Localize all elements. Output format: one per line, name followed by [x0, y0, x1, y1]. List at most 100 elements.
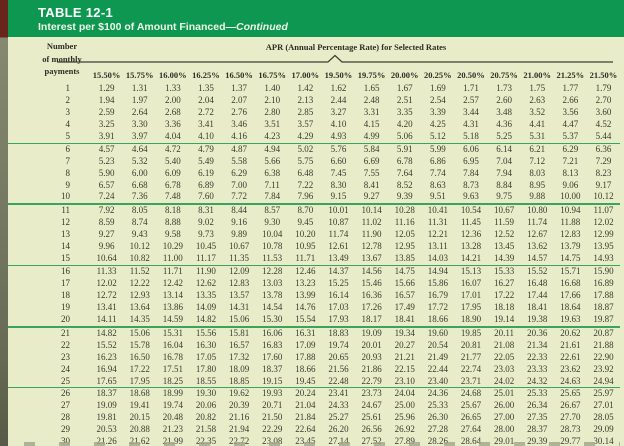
apr-heading: APR (Annual Percentage Rate) for Selecte… [265, 42, 447, 52]
interest-value-cell: 15.52 [96, 339, 117, 350]
interest-value-cell: 8.31 [198, 205, 214, 216]
interest-value-cell: 14.09 [195, 301, 217, 312]
payments-cell: 21 [61, 327, 70, 338]
interest-value-cell: 4.15 [363, 118, 380, 129]
interest-value-cell: 15.66 [394, 278, 415, 288]
interest-value-cell: 12.62 [195, 278, 217, 288]
interest-value-cell: 4.04 [156, 130, 190, 144]
interest-value-cell: 16.36 [361, 289, 382, 300]
interest-value-cell: 23.10 [388, 375, 422, 389]
interest-value-cell: 9.27 [98, 229, 115, 240]
interest-value-cell: 19.60 [427, 327, 448, 338]
interest-value-cell: 22.35 [189, 436, 223, 446]
row-header-line-2: of monthly [42, 53, 82, 64]
interest-value-cell: 2.60 [496, 94, 512, 105]
interest-value-cell: 13.28 [460, 241, 482, 252]
interest-value-cell: 18.41 [388, 313, 422, 328]
interest-value-cell: 7.12 [529, 155, 546, 166]
rate-column-header: 20.25% [424, 70, 452, 80]
interest-value-cell: 7.22 [297, 179, 314, 190]
interest-value-cell: 13.67 [355, 253, 389, 267]
interest-value-cell: 1.79 [595, 83, 612, 93]
interest-value-cell: 2.13 [297, 94, 314, 105]
interest-value-cell: 1.62 [330, 83, 347, 93]
interest-value-cell: 14.35 [123, 313, 157, 328]
interest-value-cell: 2.57 [463, 94, 479, 105]
interest-value-cell: 15.54 [288, 313, 322, 328]
interest-value-cell: 11.90 [195, 266, 216, 277]
payments-cell: 7 [65, 155, 71, 166]
interest-value-cell: 23.73 [361, 388, 382, 399]
interest-value-cell: 2.72 [198, 106, 214, 117]
interest-value-cell: 8.73 [463, 179, 479, 190]
interest-value-cell: 1.42 [297, 83, 314, 93]
interest-value-cell: 22.33 [527, 351, 548, 362]
table-row: 3021.2621.6221.9922.3522.7223.0823.4527.… [8, 436, 620, 446]
interest-value-cell: 5.91 [396, 143, 413, 154]
interest-value-cell: 4.41 [529, 118, 546, 129]
interest-value-cell: 16.79 [427, 289, 448, 300]
interest-value-cell: 3.31 [363, 106, 380, 117]
interest-value-cell: 20.24 [295, 388, 316, 399]
interest-value-cell: 1.67 [396, 83, 413, 93]
interest-value-cell: 2.68 [164, 106, 181, 117]
interest-value-cell: 17.26 [361, 301, 382, 312]
interest-value-cell: 13.85 [388, 253, 422, 267]
interest-value-cell: 19.63 [553, 313, 587, 328]
interest-value-cell: 18.66 [421, 313, 455, 328]
interest-value-cell: 18.17 [355, 313, 389, 328]
interest-value-cell: 12.46 [295, 266, 316, 277]
table-row: 24 16.94 17.22 17.51 17.80 18.09 18.37 18.66 21.… [8, 364, 620, 376]
interest-value-cell: 29.09 [593, 424, 614, 435]
table-title-banner: TABLE 12-1 Interest per $100 of Amount F… [8, 0, 624, 37]
interest-value-cell: 2.07 [231, 94, 247, 105]
interest-value-cell: 15.81 [228, 327, 250, 338]
interest-value-cell: 8.74 [131, 217, 148, 228]
interest-value-cell: 18.87 [593, 301, 614, 312]
rate-table-body: 1 1.29 1.31 1.33 1.35 1.37 1.40 1.42 1.62 1.65 1.6… [8, 83, 620, 446]
interest-value-cell: 9.88 [520, 191, 554, 206]
payments-cell: 17 [61, 278, 70, 288]
interest-value-cell: 10.28 [394, 205, 415, 216]
interest-value-cell: 12.95 [394, 241, 415, 252]
interest-value-cell: 9.75 [487, 191, 521, 206]
interest-value-cell: 9.02 [198, 217, 214, 228]
interest-value-cell: 8.18 [164, 205, 181, 216]
interest-value-cell: 25.67 [460, 400, 482, 411]
interest-value-cell: 11.90 [361, 229, 382, 240]
interest-value-cell: 16.27 [493, 278, 515, 288]
page-edge-shadow [0, 0, 8, 446]
interest-value-cell: 5.06 [388, 130, 422, 144]
interest-value-cell: 1.65 [363, 83, 380, 93]
interest-value-cell: 13.14 [162, 289, 183, 300]
interest-value-cell: 8.23 [595, 167, 612, 178]
interest-value-cell: 5.44 [586, 130, 620, 144]
interest-value-cell: 2.48 [363, 94, 380, 105]
interest-value-cell: 4.93 [321, 130, 355, 144]
payments-cell: 22 [61, 339, 70, 350]
interest-value-cell: 8.41 [363, 179, 380, 190]
interest-value-cell: 7.48 [156, 191, 190, 206]
interest-value-cell: 12.09 [228, 266, 250, 277]
interest-value-cell: 3.60 [595, 106, 612, 117]
interest-value-cell: 18.99 [162, 388, 183, 399]
interest-value-cell: 16.48 [527, 278, 548, 288]
interest-value-cell: 23.40 [421, 375, 455, 389]
interest-value-cell: 4.29 [288, 130, 322, 144]
rate-column-header: 21.25% [556, 70, 585, 80]
interest-value-cell: 2.10 [264, 94, 281, 105]
interest-value-cell: 6.19 [198, 167, 214, 178]
interest-value-cell: 26.20 [328, 424, 349, 435]
table-row: 19 13.41 13.64 13.86 14.09 14.31 14.54 14.76 17.… [8, 302, 620, 314]
interest-value-cell: 14.75 [394, 266, 415, 277]
interest-value-cell: 6.60 [330, 155, 347, 166]
interest-value-cell: 21.86 [361, 363, 382, 374]
table-row: 18 12.72 12.93 13.14 13.35 13.57 13.78 13.99 16.… [8, 290, 620, 302]
interest-value-cell: 21.16 [228, 412, 250, 423]
interest-value-cell: 24.02 [487, 375, 521, 389]
interest-value-cell: 25.33 [527, 388, 548, 399]
payments-cell: 26 [61, 388, 70, 399]
payments-cell: 20 [8, 313, 90, 328]
interest-value-cell: 3.46 [231, 118, 247, 129]
interest-value-cell: 10.04 [262, 229, 283, 240]
